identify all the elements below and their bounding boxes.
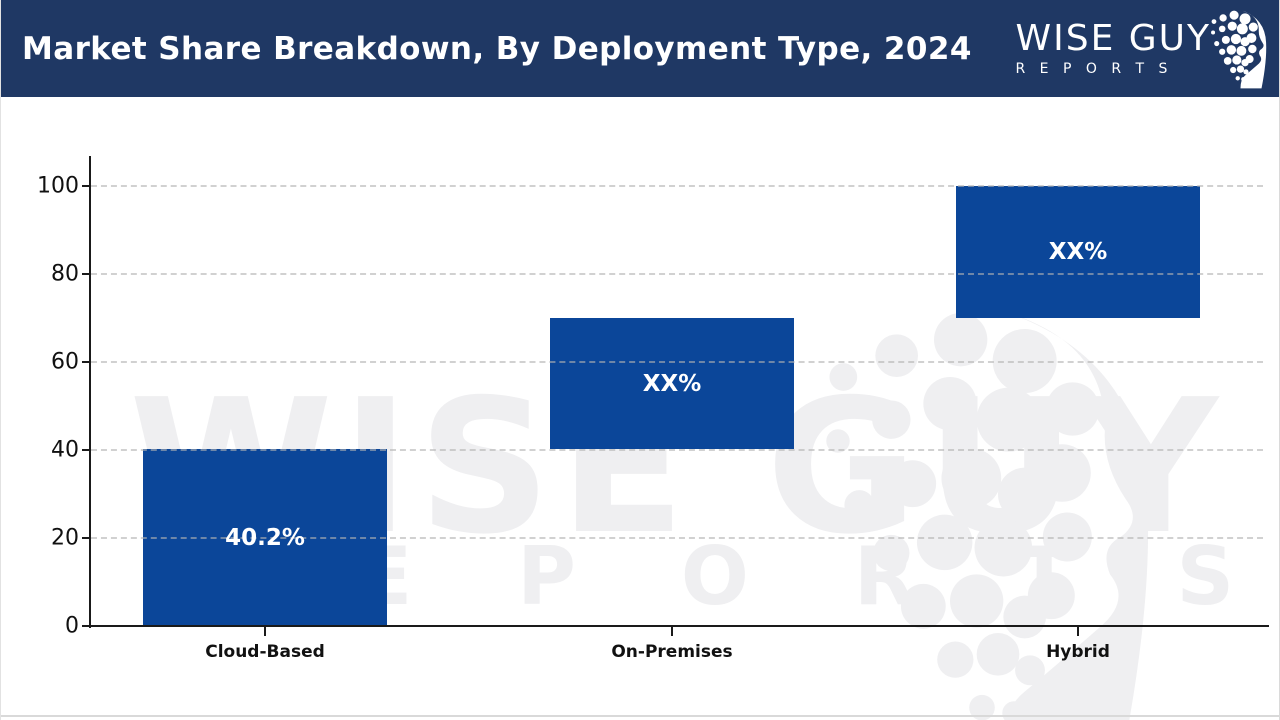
grid-line [91, 273, 1263, 275]
y-tick-label: 40 [51, 437, 79, 463]
x-category-label: Hybrid [1046, 642, 1110, 662]
logo-text: WISE GUY R E P O R T S [1015, 18, 1212, 77]
bar-value-label: XX% [1048, 239, 1108, 265]
x-category-label: Cloud-Based [205, 642, 325, 662]
x-axis-line [89, 625, 1269, 627]
bar-value-label: XX% [642, 370, 702, 397]
y-tick [82, 273, 91, 275]
y-tick-label: 20 [51, 525, 79, 551]
x-tick [671, 627, 673, 636]
bar-segment [956, 186, 1200, 318]
grid-line [91, 361, 1263, 363]
bar-segment [550, 318, 794, 450]
y-axis-line [89, 156, 91, 628]
page-title: Market Share Breakdown, By Deployment Ty… [22, 30, 972, 67]
grid-line [91, 449, 1263, 451]
logo-wordmark: WISE GUY [1015, 18, 1211, 59]
y-tick [82, 537, 91, 539]
watermark-face-icon [826, 313, 1149, 720]
y-tick [82, 449, 91, 451]
logo-subtitle: R E P O R T S [1015, 61, 1173, 77]
grid-line [91, 537, 1263, 539]
x-category-label: On-Premises [611, 642, 733, 662]
x-tick [1077, 627, 1079, 636]
y-tick [82, 625, 91, 627]
bar-value-label: 40.2% [225, 524, 305, 551]
x-tick [264, 627, 266, 636]
y-tick-label: 0 [65, 613, 79, 639]
grid-line [91, 185, 1263, 187]
y-tick-label: 80 [51, 261, 79, 287]
y-tick [82, 361, 91, 363]
wiseguy-logo: WISE GUY R E P O R T S [1016, 7, 1280, 91]
y-tick [82, 185, 91, 187]
y-tick-label: 60 [51, 349, 79, 375]
y-tick-label: 100 [37, 173, 79, 199]
header: Market Share Breakdown, By Deployment Ty… [1, 0, 1280, 97]
bottom-border [1, 715, 1279, 717]
logo-face-icon [1211, 10, 1267, 88]
